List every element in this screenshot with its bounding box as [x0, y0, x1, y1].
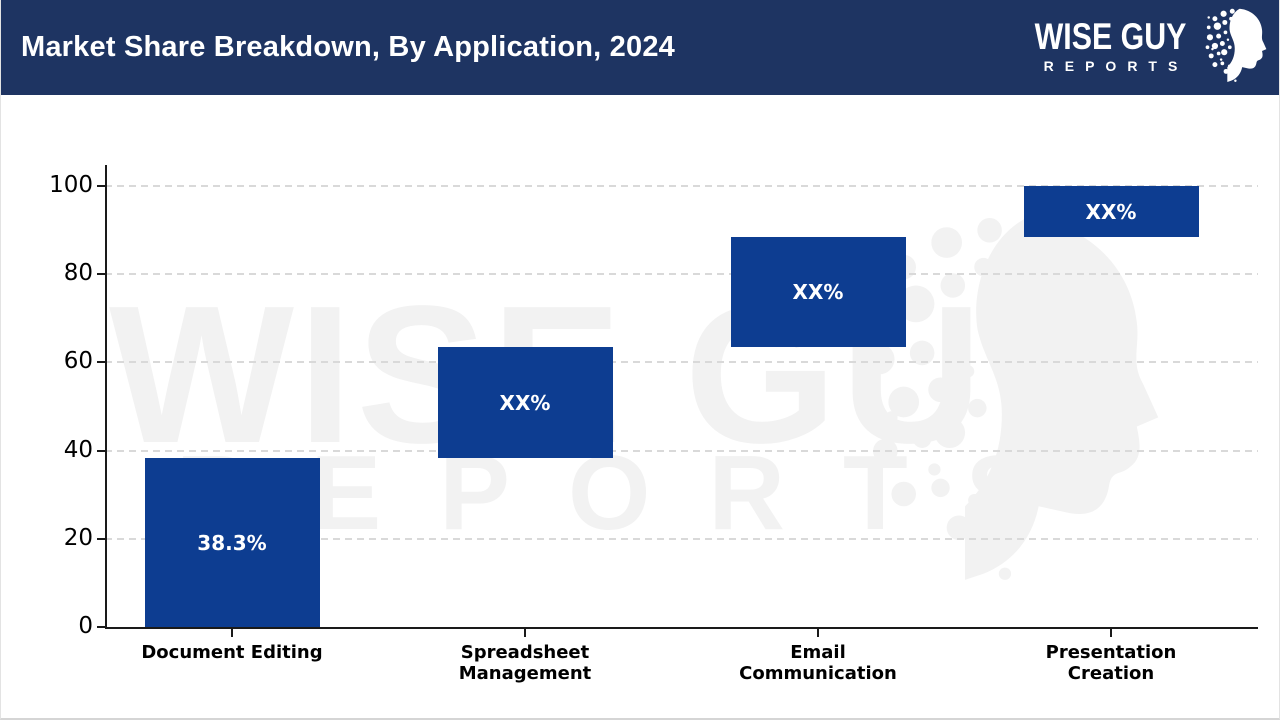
y-tick-0 — [97, 626, 105, 628]
x-tick-0 — [231, 629, 233, 637]
y-tick-label-40: 40 — [63, 436, 93, 463]
bar-spreadsheet-management: XX% — [437, 347, 613, 459]
category-label-1: Spreadsheet Management — [458, 642, 592, 684]
x-tick-3 — [1110, 629, 1112, 637]
y-tick-20 — [97, 537, 105, 540]
x-axis — [105, 627, 1258, 629]
gridline-20 — [105, 537, 1258, 540]
y-tick-label-0: 0 — [78, 613, 93, 639]
y-tick-60 — [97, 361, 105, 364]
gridline-60 — [105, 361, 1258, 364]
y-tick-100 — [97, 185, 105, 187]
y-tick-label-100: 100 — [49, 172, 93, 198]
x-tick-1 — [524, 629, 526, 637]
bar-value-label: XX% — [792, 280, 844, 305]
y-axis — [105, 165, 107, 629]
bar-value-label: 38.3% — [197, 530, 267, 555]
x-tick-2 — [817, 629, 819, 637]
page-title: Market Share Breakdown, By Application, … — [21, 31, 675, 63]
y-tick-label-20: 20 — [63, 524, 93, 551]
category-label-2: Email Communication — [739, 642, 897, 684]
logo-text: WISE GUY REPORTS — [1018, 15, 1203, 74]
bar-email-communication: XX% — [730, 237, 906, 348]
logo-reports-label: REPORTS — [1043, 57, 1189, 74]
y-tick-40 — [97, 449, 105, 452]
header: Market Share Breakdown, By Application, … — [1, 0, 1279, 95]
market-share-chart: 0 20 40 60 80 100 38.3% Document Editing XX% Spre… — [1, 95, 1279, 718]
gridline-40 — [105, 449, 1258, 452]
logo-head-icon — [1205, 8, 1267, 84]
category-label-3: Presentation Creation — [1045, 642, 1177, 684]
logo-wiseguy-label: WISE GUY — [1034, 15, 1187, 57]
category-label-0: Document Editing — [141, 642, 323, 663]
wiseguy-logo: WISE GUY REPORTS — [1018, 8, 1267, 84]
gridline-100 — [105, 185, 1258, 187]
y-tick-label-80: 80 — [63, 260, 93, 287]
bar-value-label: XX% — [499, 390, 551, 415]
gridline-80 — [105, 273, 1258, 276]
bar-document-editing: 38.3% — [144, 458, 320, 627]
bar-value-label: XX% — [1085, 199, 1137, 224]
bar-presentation-creation: XX% — [1023, 186, 1199, 238]
y-tick-80 — [97, 273, 105, 276]
y-tick-label-60: 60 — [63, 348, 93, 375]
